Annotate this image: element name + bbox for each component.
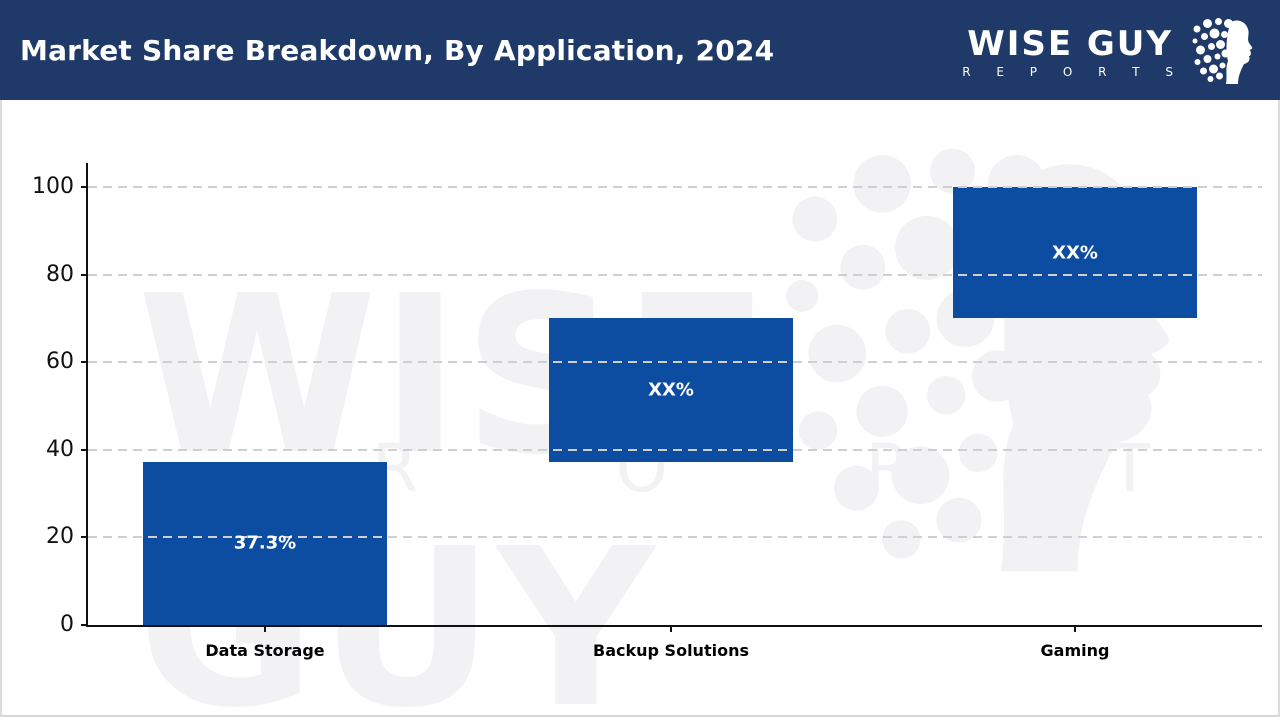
y-tick-label: 100: [32, 174, 74, 199]
y-tick-label: 80: [46, 261, 74, 287]
category-label: Backup Solutions: [593, 641, 749, 660]
y-tick-mark: [81, 448, 88, 451]
x-tick-mark: [264, 626, 266, 632]
x-tick-mark: [670, 626, 672, 632]
y-tick-label: 0: [60, 612, 74, 637]
gridline: [88, 536, 1262, 539]
watermark-face-icon: [786, 148, 1169, 572]
bar-segment: [143, 461, 387, 625]
y-tick-label: 60: [46, 349, 74, 375]
header-bar: Market Share Breakdown, By Application, …: [0, 0, 1280, 100]
gridline: [88, 361, 1262, 364]
logo-text: WISE GUY R E P O R T S: [956, 27, 1184, 79]
y-tick-mark: [81, 536, 88, 539]
y-tick-mark: [81, 273, 88, 276]
category-label: Data Storage: [205, 641, 325, 660]
wiseguy-logo: WISE GUY R E P O R T S: [956, 8, 1254, 92]
bar-segment: [953, 187, 1197, 319]
bar-value-label: XX%: [1052, 242, 1098, 264]
logo-subtitle: R E P O R T S: [962, 65, 1184, 79]
page-title: Market Share Breakdown, By Application, …: [20, 33, 775, 67]
bar-value-label: XX%: [648, 379, 694, 401]
y-axis-line: [86, 163, 88, 627]
y-tick-label: 40: [46, 436, 74, 462]
logo-face-icon: [1192, 18, 1253, 84]
bar-value-label: 37.3%: [233, 532, 297, 554]
category-label: Gaming: [1040, 641, 1110, 660]
gridline: [88, 273, 1262, 276]
logo-wordmark: WISE GUY: [967, 24, 1174, 64]
y-tick-mark: [81, 186, 88, 188]
y-tick-mark: [81, 361, 88, 364]
gridline: [88, 448, 1262, 451]
y-tick-mark: [81, 624, 88, 626]
x-tick-mark: [1074, 626, 1076, 632]
bar-segment: [549, 318, 793, 462]
y-tick-label: 20: [46, 524, 74, 550]
gridline: [88, 186, 1262, 188]
x-axis-line: [86, 625, 1262, 627]
